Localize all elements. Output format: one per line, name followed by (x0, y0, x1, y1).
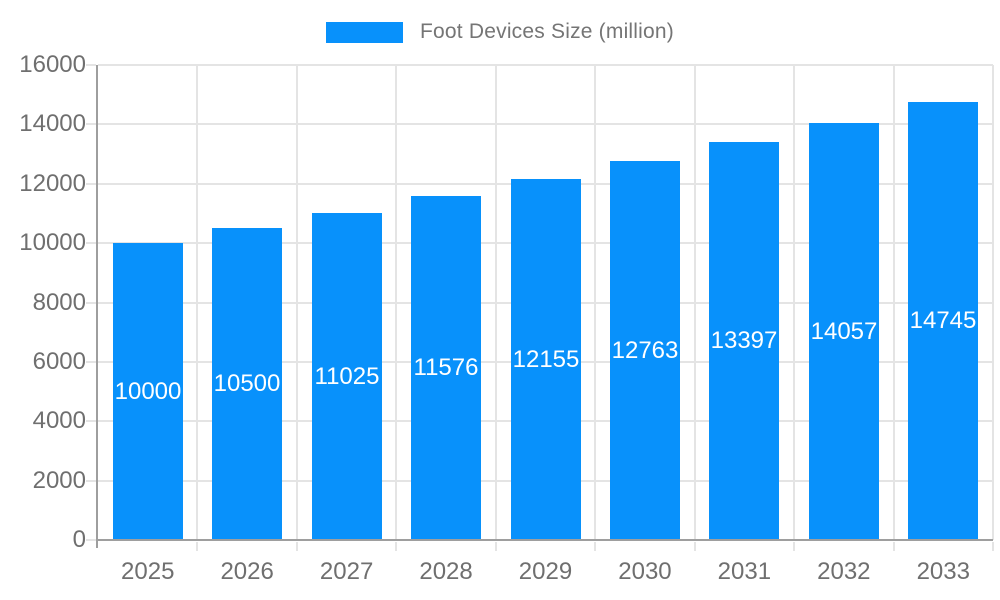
x-tick-label: 2028 (419, 558, 473, 585)
x-tick-mark (992, 542, 994, 551)
x-tick-label: 2026 (220, 558, 274, 585)
bar: 12763 (610, 161, 680, 540)
y-axis-labels: 0 2000 4000 6000 8000 10000 12000 14000 16000 (0, 0, 86, 600)
x-gridline (992, 65, 994, 540)
x-tick-mark (892, 542, 895, 551)
y-tick-label: 2000 (32, 466, 86, 494)
bar-value-label: 12763 (611, 336, 679, 364)
y-tick-mark (86, 242, 96, 245)
x-tick-label: 2031 (717, 558, 772, 585)
bar-value-label: 11576 (413, 354, 479, 381)
bar-value-label: 14057 (810, 317, 878, 345)
bar-value-label: 12155 (512, 345, 580, 373)
x-axis-line (96, 539, 993, 541)
y-tick-label: 16000 (19, 51, 86, 78)
bar: 10500 (212, 228, 282, 540)
bar-value-label: 14745 (909, 307, 977, 334)
y-tick-label: 8000 (32, 288, 86, 316)
x-gridline (196, 65, 199, 540)
y-axis-line (96, 65, 98, 548)
x-gridline (594, 65, 597, 540)
y-tick-mark (86, 301, 96, 304)
x-tick-label: 2032 (817, 558, 871, 585)
y-tick-mark (86, 360, 96, 363)
x-gridline (295, 65, 298, 540)
y-gridline (98, 64, 993, 66)
y-tick-mark (86, 420, 96, 423)
x-gridline (395, 65, 398, 540)
x-tick-mark (295, 542, 298, 551)
x-tick-label: 2030 (618, 558, 672, 585)
x-tick-mark (494, 542, 497, 551)
x-axis-labels: 2025 2026 2027 2028 2029 2030 2031 2032 2033 (98, 560, 993, 592)
bar: 12155 (511, 179, 581, 540)
y-tick-mark (86, 182, 96, 185)
bar-value-label: 10000 (114, 377, 182, 405)
y-tick-label: 10000 (19, 229, 86, 257)
bar: 14745 (908, 102, 978, 540)
legend-label: Foot Devices Size (million) (420, 20, 674, 43)
x-tick-mark (395, 542, 398, 551)
legend-swatch (326, 21, 404, 43)
bar-value-label: 11025 (314, 362, 380, 390)
y-tick-label: 4000 (32, 407, 86, 435)
bar: 14057 (809, 123, 879, 540)
x-tick-mark (196, 542, 199, 551)
x-tick-mark (793, 542, 796, 551)
bar: 13397 (709, 142, 779, 540)
bar-value-label: 13397 (710, 327, 778, 354)
x-tick-label: 2025 (121, 558, 175, 585)
x-gridline (494, 65, 497, 540)
bar-value-label: 10500 (213, 370, 281, 397)
x-tick-label: 2029 (518, 558, 573, 585)
plot-area: 10000 10500 11025 11576 12155 12763 13397 14057… (86, 64, 994, 551)
legend: Foot Devices Size (million) (0, 20, 1000, 44)
x-tick-mark (594, 542, 597, 551)
y-tick-mark (86, 479, 96, 482)
y-tick-mark (86, 123, 96, 126)
x-tick-mark (693, 542, 696, 551)
y-tick-label: 6000 (32, 347, 86, 375)
x-tick-label: 2027 (319, 558, 374, 585)
bar: 10000 (113, 243, 183, 540)
y-tick-label: 12000 (19, 169, 86, 197)
y-tick-label: 0 (72, 526, 86, 553)
x-gridline (793, 65, 796, 540)
x-gridline (693, 65, 696, 540)
x-tick-label: 2033 (916, 558, 970, 585)
y-gridline (98, 123, 993, 126)
y-tick-mark (86, 539, 96, 541)
bar: 11576 (411, 196, 481, 540)
y-tick-label: 14000 (19, 110, 86, 138)
x-gridline (892, 65, 895, 540)
y-tick-mark (86, 64, 96, 66)
bar: 11025 (312, 213, 382, 540)
